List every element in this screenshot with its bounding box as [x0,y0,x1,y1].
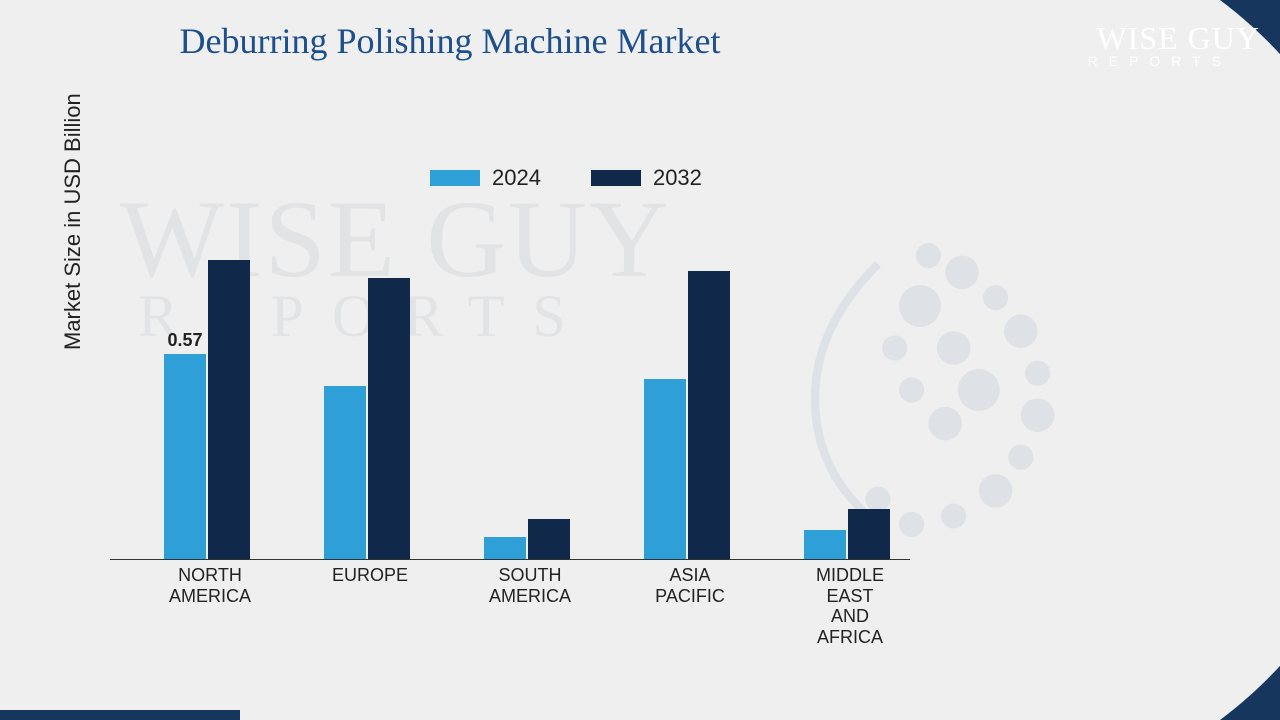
y-axis-label: Market Size in USD Billion [60,93,86,350]
bar-2032-north_america [208,260,250,559]
x-label-mea: MIDDLEEASTANDAFRICA [790,565,910,648]
legend-label-2032: 2032 [653,165,702,191]
brand-logo: WISE GUY REPORTS [1088,20,1260,69]
legend: 2024 2032 [430,165,702,191]
bar-2032-south_america [528,519,570,559]
x-axis-line [110,559,910,560]
logo-line2: REPORTS [1088,53,1232,69]
logo-line1: WISE GUY [1088,20,1260,57]
legend-item-2024: 2024 [430,165,541,191]
bar-2024-south_america [484,537,526,559]
x-label-north_america: NORTHAMERICA [150,565,270,606]
chart-title: Deburring Polishing Machine Market [0,20,900,62]
bar-2032-asia_pacific [688,271,730,559]
plot-area: 0.57 [110,200,910,560]
legend-swatch-2024 [430,170,480,186]
x-label-europe: EUROPE [310,565,430,586]
legend-swatch-2032 [591,170,641,186]
x-label-south_america: SOUTHAMERICA [470,565,590,606]
bottom-accent-bar [0,710,240,720]
bar-2024-europe [324,386,366,559]
legend-item-2032: 2032 [591,165,702,191]
bar-2024-mea [804,530,846,559]
legend-label-2024: 2024 [492,165,541,191]
value-label: 0.57 [155,330,215,351]
bar-2024-north_america [164,354,206,559]
bar-2032-europe [368,278,410,559]
x-label-asia_pacific: ASIAPACIFIC [630,565,750,606]
bar-2032-mea [848,509,890,559]
bar-2024-asia_pacific [644,379,686,559]
